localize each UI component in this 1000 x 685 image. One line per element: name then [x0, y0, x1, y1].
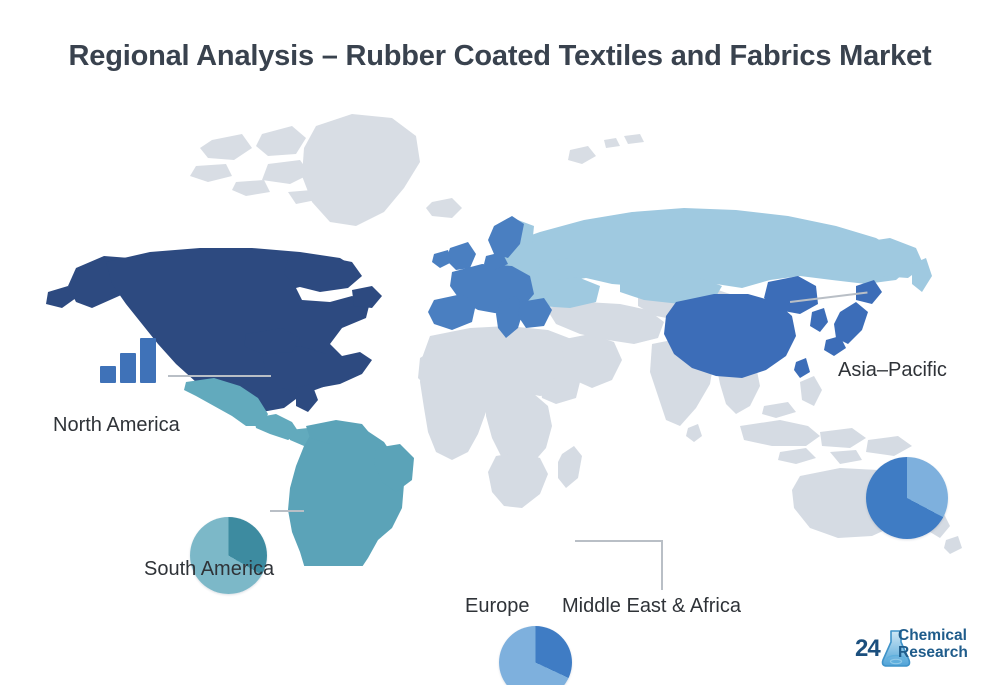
- region-label-north-america: North America: [53, 414, 180, 436]
- page-title: Regional Analysis – Rubber Coated Textil…: [68, 40, 932, 72]
- south-america-pie-marker: [190, 517, 267, 594]
- map-region-central-america: [184, 378, 316, 446]
- logo-line-1: Chemical: [898, 627, 967, 644]
- bar-3: [140, 338, 156, 383]
- logo-line-2: Research: [898, 644, 968, 661]
- map-region-north-america: [46, 248, 382, 412]
- flask-icon: [880, 628, 914, 675]
- region-label-europe: Europe: [465, 595, 530, 617]
- bar-2: [120, 353, 136, 383]
- europe-pie-marker: [499, 626, 572, 685]
- map-region-unhighlighted: [190, 114, 644, 226]
- brand-logo[interactable]: 24 Chemical Research: [855, 626, 990, 672]
- north-america-connector: [168, 375, 271, 377]
- region-label-middle-east-africa: Middle East & Africa: [562, 595, 741, 617]
- world-map: [0, 96, 1000, 566]
- logo-number: 24: [855, 635, 881, 662]
- region-label-asia-pacific: Asia–Pacific: [838, 359, 947, 381]
- map-region-asia-pacific: [664, 276, 882, 378]
- map-region-europe: [428, 216, 552, 338]
- middle-east-africa-connector-h: [575, 540, 663, 542]
- bar-1: [100, 366, 116, 383]
- asia-pacific-pie-marker: [866, 457, 948, 539]
- middle-east-africa-connector-v: [661, 540, 663, 590]
- map-region-northern-eurasia: [490, 208, 932, 308]
- region-label-south-america: South America: [144, 558, 275, 580]
- logo-wordmark: Chemical Research: [898, 627, 968, 661]
- north-america-bar-marker: [100, 338, 156, 383]
- south-america-connector: [270, 510, 304, 512]
- map-region-south-america: [288, 420, 414, 566]
